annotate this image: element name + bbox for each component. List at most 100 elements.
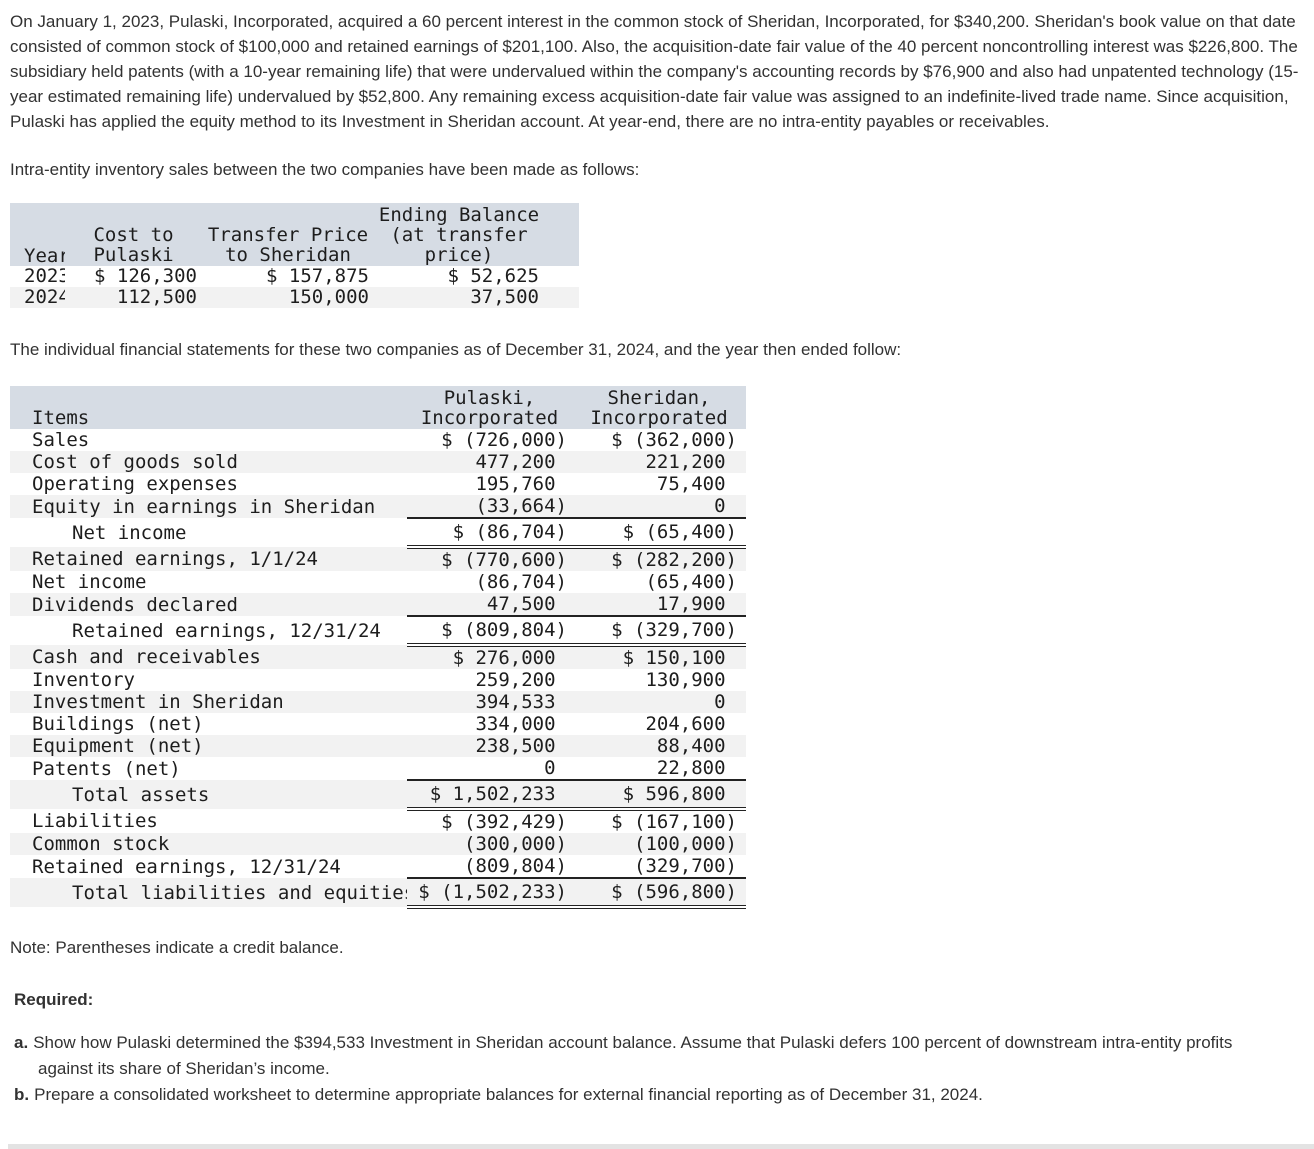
required-item-b-label: b. bbox=[14, 1085, 30, 1104]
required-items: a. Show how Pulaski determined the $394,5… bbox=[10, 1030, 1304, 1108]
sheridan-value: $ 596,800 bbox=[572, 780, 746, 811]
row-label: Inventory bbox=[32, 669, 135, 691]
pulaski-value: 394,533 bbox=[475, 691, 567, 713]
column-header: Transfer Price to Sheridan bbox=[202, 203, 374, 266]
fin-table-body: Sales $ (726,000) $ (362,000) Cost of goods… bbox=[10, 429, 746, 909]
row-label: Equity in earnings in Sheridan bbox=[32, 495, 376, 518]
row-label: Retained earnings, 12/31/24 bbox=[32, 855, 341, 878]
table-row: 2023 $ 126,300 $ 157,875 $ 52,625 bbox=[10, 266, 579, 287]
table-row: Retained earnings, 1/1/24 $ (770,600) $ (2… bbox=[10, 547, 746, 571]
column-header: Sheridan, Incorporated bbox=[572, 386, 746, 429]
sheridan-value: $ (596,800) bbox=[572, 878, 746, 909]
sheridan-value: $ (167,100) bbox=[611, 811, 737, 833]
pulaski-value: 195,760 bbox=[475, 473, 567, 495]
pulaski-value: $ (770,600) bbox=[441, 549, 567, 571]
sheridan-value: $ (362,000) bbox=[611, 429, 737, 451]
row-label: Net income bbox=[72, 521, 187, 544]
table-row: Buildings (net) 334,000 204,600 bbox=[10, 713, 746, 735]
sheridan-value: 0 bbox=[714, 691, 737, 713]
sales-table-header: Year Cost to Pulaski Transfer Price to She… bbox=[10, 203, 579, 266]
pulaski-value: 238,500 bbox=[475, 735, 567, 757]
required-item-b: b. Prepare a consolidated worksheet to de… bbox=[14, 1082, 1278, 1108]
sheridan-value: 204,600 bbox=[645, 713, 737, 735]
pulaski-value: 47,500 bbox=[407, 593, 572, 617]
row-label: Equipment (net) bbox=[32, 735, 204, 757]
pulaski-value: $ (86,704) bbox=[407, 518, 572, 549]
column-header: Items bbox=[10, 386, 407, 429]
pulaski-value: 259,200 bbox=[475, 669, 567, 691]
table-row: Investment in Sheridan 394,533 0 bbox=[10, 691, 746, 713]
sheridan-value: 221,200 bbox=[645, 451, 737, 473]
table-row: Retained earnings, 12/31/24 $ (809,804) $ … bbox=[10, 616, 746, 647]
pulaski-value: (86,704) bbox=[475, 571, 567, 593]
table-row: Inventory 259,200 130,900 bbox=[10, 669, 746, 691]
pulaski-value: (300,000) bbox=[464, 833, 567, 855]
pulaski-value: 334,000 bbox=[475, 713, 567, 735]
table-row: Total assets $ 1,502,233 $ 596,800 bbox=[10, 780, 746, 811]
row-label: Cost of goods sold bbox=[32, 451, 238, 473]
sheridan-value: $ (282,200) bbox=[611, 549, 737, 571]
statements-intro-text: The individual financial statements for … bbox=[10, 340, 902, 359]
sheridan-value: $ (329,700) bbox=[572, 616, 746, 647]
pulaski-value: $ 276,000 bbox=[452, 647, 567, 669]
sheridan-value: (329,700) bbox=[572, 855, 746, 879]
sheridan-value: 88,400 bbox=[656, 735, 737, 757]
table-row: Sales $ (726,000) $ (362,000) bbox=[10, 429, 746, 451]
sheridan-value: (65,400) bbox=[645, 571, 737, 593]
pulaski-value: (33,664) bbox=[407, 495, 572, 519]
table-row: Retained earnings, 12/31/24 (809,804) (329… bbox=[10, 855, 746, 879]
sales-intro-text: Intra-entity inventory sales between the… bbox=[10, 160, 640, 179]
column-header: Year bbox=[10, 203, 65, 266]
cell: 37,500 bbox=[470, 287, 539, 308]
row-label: Dividends declared bbox=[32, 593, 238, 616]
sheridan-value: 130,900 bbox=[645, 669, 737, 691]
row-label: Operating expenses bbox=[32, 473, 238, 495]
row-label: Retained earnings, 12/31/24 bbox=[72, 619, 381, 642]
required-item-a: a. Show how Pulaski determined the $394,5… bbox=[14, 1030, 1278, 1082]
column-header: Cost to Pulaski bbox=[65, 203, 202, 266]
row-label: Retained earnings, 1/1/24 bbox=[32, 548, 318, 570]
table-row: Equipment (net) 238,500 88,400 bbox=[10, 735, 746, 757]
row-label: Investment in Sheridan bbox=[32, 691, 284, 713]
column-header: Pulaski, Incorporated bbox=[407, 386, 572, 429]
sheridan-value: $ (65,400) bbox=[572, 518, 746, 549]
table-row: Dividends declared 47,500 17,900 bbox=[10, 593, 746, 617]
table-row: Net income $ (86,704) $ (65,400) bbox=[10, 518, 746, 549]
cell: 150,000 bbox=[288, 287, 369, 308]
cell: 2023 bbox=[24, 266, 65, 287]
sheridan-value: 22,800 bbox=[572, 757, 746, 781]
pulaski-value: 477,200 bbox=[475, 451, 567, 473]
sheridan-value: (100,000) bbox=[634, 833, 737, 855]
next-section-divider-bar bbox=[8, 1144, 1314, 1149]
pulaski-value: (809,804) bbox=[407, 855, 572, 879]
table-row: 2024 112,500 150,000 37,500 bbox=[10, 287, 579, 308]
table-row: Total liabilities and equities $ (1,502,2… bbox=[10, 878, 746, 909]
sheridan-value: 0 bbox=[572, 495, 746, 519]
table-row: Common stock (300,000) (100,000) bbox=[10, 833, 746, 855]
cell: 112,500 bbox=[116, 287, 197, 308]
cell: $ 157,875 bbox=[266, 266, 369, 287]
table-row: Equity in earnings in Sheridan (33,664) 0 bbox=[10, 495, 746, 519]
table-row: Patents (net) 0 22,800 bbox=[10, 757, 746, 781]
pulaski-value: $ (809,804) bbox=[407, 616, 572, 647]
note-text: Note: Parentheses indicate a credit bala… bbox=[10, 938, 344, 957]
column-header: Ending Balance (at transfer price) bbox=[374, 203, 544, 266]
sheridan-value: $ 150,100 bbox=[622, 647, 737, 669]
table-row: Cash and receivables $ 276,000 $ 150,100 bbox=[10, 645, 746, 669]
table-row: Operating expenses 195,760 75,400 bbox=[10, 473, 746, 495]
intra-entity-sales-table: Year Cost to Pulaski Transfer Price to She… bbox=[10, 203, 579, 308]
row-label: Common stock bbox=[32, 833, 170, 855]
problem-page: On January 1, 2023, Pulaski, Incorporate… bbox=[10, 12, 1304, 1108]
table-row: Net income (86,704) (65,400) bbox=[10, 571, 746, 593]
cell: 2024 bbox=[24, 287, 65, 308]
row-label: Liabilities bbox=[32, 810, 158, 832]
required-item-a-text: Show how Pulaski determined the $394,533… bbox=[33, 1033, 1233, 1078]
sheridan-value: 75,400 bbox=[656, 473, 737, 495]
row-label: Sales bbox=[32, 429, 90, 451]
intro-paragraph: On January 1, 2023, Pulaski, Incorporate… bbox=[10, 12, 1299, 131]
pulaski-value: $ (726,000) bbox=[441, 429, 567, 451]
fin-table-header: Items Pulaski, Incorporated Sheridan, Inco… bbox=[10, 386, 746, 429]
row-label: Patents (net) bbox=[32, 757, 181, 780]
row-label: Cash and receivables bbox=[32, 646, 261, 668]
row-label: Net income bbox=[32, 571, 147, 593]
